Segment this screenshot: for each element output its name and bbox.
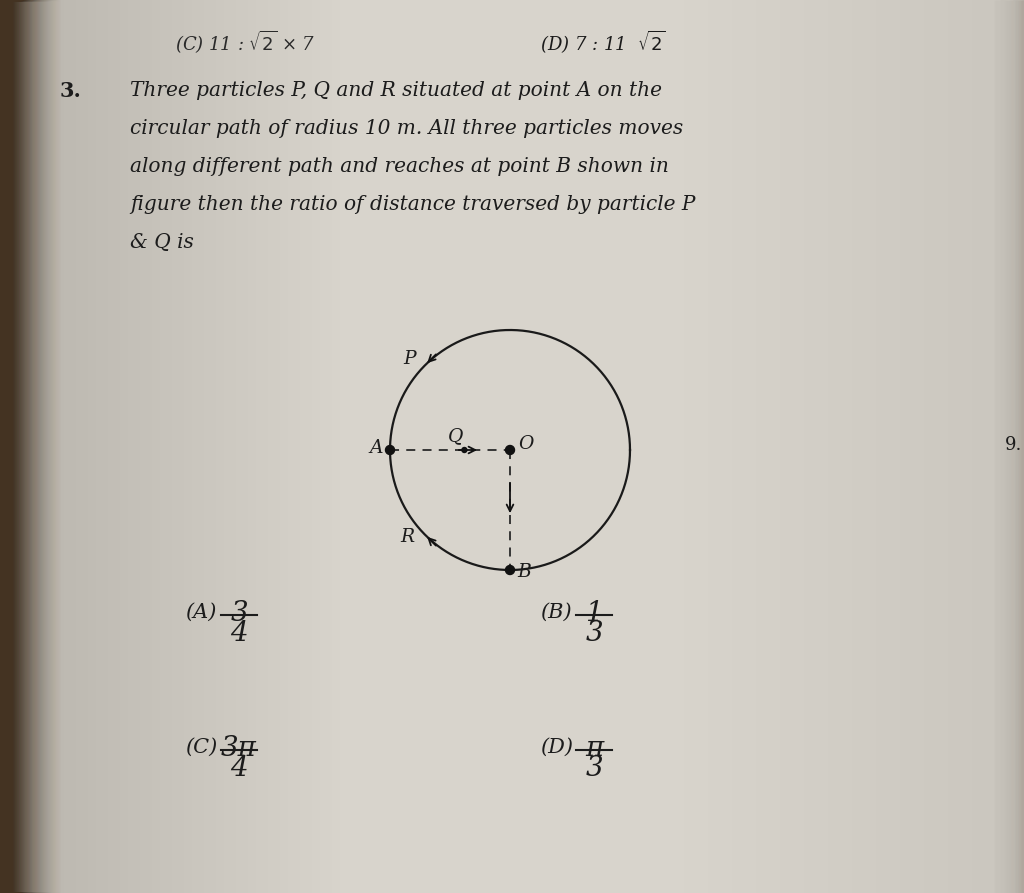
Text: 4: 4: [230, 620, 248, 647]
Text: (C) 11 : $\sqrt{2}$ × 7: (C) 11 : $\sqrt{2}$ × 7: [175, 28, 315, 55]
Bar: [0, 0, 40, 893]
Bar: [0, 0, 32, 893]
Bar: [0, 0, 50, 893]
Text: circular path of radius 10 m. All three particles moves: circular path of radius 10 m. All three …: [130, 119, 683, 138]
Bar: [0, 0, 38, 893]
Text: 3π: 3π: [221, 735, 257, 762]
Text: Three particles P, Q and R situated at point A on the: Three particles P, Q and R situated at p…: [130, 81, 662, 100]
Circle shape: [506, 446, 514, 455]
Bar: [0, 0, 41, 893]
Bar: [0, 0, 19, 893]
Bar: [0, 0, 37, 893]
Bar: [0, 0, 25, 893]
Bar: [0, 0, 35, 893]
Bar: [0, 0, 60, 893]
Bar: [0, 0, 22, 893]
Text: 3: 3: [585, 620, 603, 647]
Bar: [0, 0, 33, 893]
Bar: [0, 0, 29, 893]
Bar: [0, 0, 49, 893]
Bar: [0, 0, 11, 893]
Bar: [0, 0, 23, 893]
Bar: [0, 0, 3, 893]
Text: along different path and reaches at point B shown in: along different path and reaches at poin…: [130, 157, 669, 176]
Bar: [0, 0, 59, 893]
Bar: [0, 0, 43, 893]
Bar: [0, 0, 7, 893]
Bar: [0, 0, 44, 893]
Bar: [0, 0, 4, 893]
Bar: [0, 0, 45, 893]
Bar: [0, 0, 48, 893]
Text: (C): (C): [185, 738, 217, 757]
Bar: [0, 0, 14, 893]
Bar: [0, 0, 6, 893]
Text: P: P: [402, 350, 416, 368]
Text: B: B: [517, 563, 530, 581]
Bar: [0, 0, 13, 893]
Bar: [0, 0, 51, 893]
Bar: [0, 0, 24, 893]
Circle shape: [506, 565, 514, 574]
Bar: [0, 0, 52, 893]
Text: O: O: [518, 435, 534, 453]
Bar: [0, 0, 17, 893]
Bar: [0, 0, 47, 893]
Text: R: R: [400, 528, 415, 546]
Bar: [0, 0, 22, 893]
Text: figure then the ratio of distance traversed by particle P: figure then the ratio of distance traver…: [130, 195, 695, 214]
Text: 3: 3: [230, 600, 248, 627]
Bar: [0, 0, 55, 893]
Bar: [0, 0, 9, 893]
Bar: [0, 0, 53, 893]
Bar: [0, 0, 30, 893]
Text: Q: Q: [449, 427, 464, 445]
Bar: [0, 0, 39, 893]
Bar: [0, 0, 18, 893]
Bar: [0, 0, 36, 893]
Bar: [0, 0, 2, 893]
Bar: [0, 0, 26, 893]
Text: & Q is: & Q is: [130, 233, 194, 252]
Text: 4: 4: [230, 755, 248, 782]
Bar: [0, 0, 57, 893]
Bar: [0, 0, 5, 893]
Bar: [0, 0, 28, 893]
Bar: [0, 0, 34, 893]
Bar: [0, 0, 8, 893]
Bar: [0, 0, 42, 893]
Circle shape: [385, 446, 394, 455]
Text: 3.: 3.: [60, 81, 82, 101]
Bar: [0, 0, 15, 893]
Bar: [0, 0, 27, 893]
Text: (B): (B): [540, 603, 571, 622]
Text: 9.: 9.: [1005, 436, 1022, 454]
Text: 3: 3: [585, 755, 603, 782]
Bar: [0, 0, 16, 893]
Text: (D): (D): [540, 738, 573, 757]
Bar: [0, 0, 31, 893]
Text: 1: 1: [585, 600, 603, 627]
Bar: [0, 0, 10, 893]
Text: π: π: [585, 735, 603, 762]
Bar: [0, 0, 56, 893]
Bar: [0, 0, 58, 893]
Text: A: A: [370, 439, 383, 457]
Bar: [0, 0, 54, 893]
Bar: [0, 0, 12, 893]
Circle shape: [462, 447, 467, 453]
Text: (D) 7 : 11  $\sqrt{2}$: (D) 7 : 11 $\sqrt{2}$: [540, 28, 666, 55]
Bar: [0, 0, 20, 893]
Bar: [0, 0, 46, 893]
Text: (A): (A): [185, 603, 216, 622]
